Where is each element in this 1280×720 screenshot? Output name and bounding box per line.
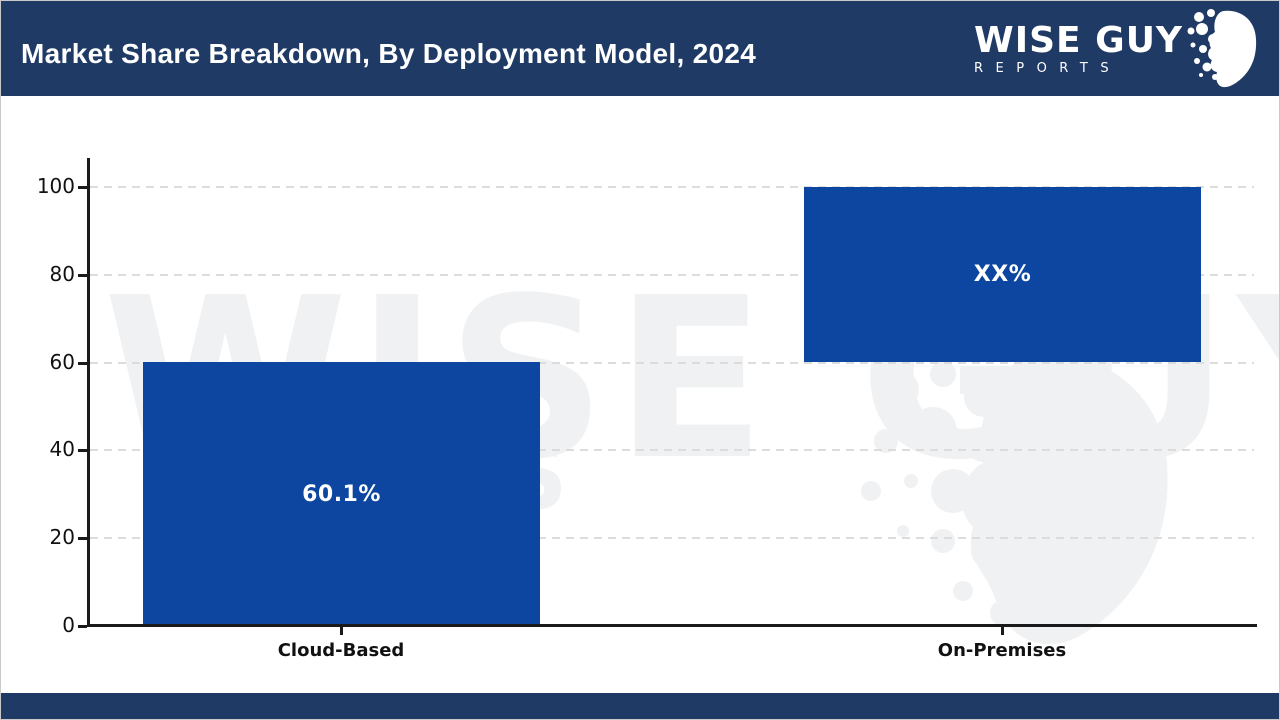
y-tick-label-20: 20 (49, 525, 75, 549)
gridline-80 (90, 274, 1254, 276)
y-tick-label-80: 80 (49, 262, 75, 286)
y-tick-mark-100 (78, 186, 87, 189)
bar-value-label-on-premises: XX% (973, 262, 1032, 287)
x-axis-line (87, 624, 1257, 627)
y-tick-label-0: 0 (62, 613, 75, 637)
wise-guy-reports-logo: WISE GUY REPORTS (973, 8, 1257, 89)
y-axis-line (87, 158, 90, 627)
x-tick-mark-on-premises (1001, 627, 1004, 635)
y-tick-mark-80 (78, 274, 87, 277)
bar-value-label-cloud-based: 60.1% (302, 481, 381, 507)
x-tick-label-cloud-based: Cloud-Based (277, 640, 405, 661)
x-tick-mark-cloud-based (340, 627, 343, 635)
gridline-40 (90, 449, 1254, 451)
y-tick-mark-20 (78, 537, 87, 540)
gridline-60 (90, 362, 1254, 364)
gridline-100 (90, 186, 1254, 188)
footer-bar (1, 693, 1279, 719)
y-tick-mark-0 (78, 625, 87, 628)
logo-subtitle: REPORTS (973, 60, 1122, 76)
y-tick-mark-60 (78, 362, 87, 365)
gridline-20 (90, 537, 1254, 539)
bar-cloud-based: 60.1% (143, 362, 540, 626)
y-tick-label-60: 60 (49, 350, 75, 374)
y-tick-label-40: 40 (49, 437, 75, 461)
chart-title: Market Share Breakdown, By Deployment Mo… (21, 37, 757, 69)
logo-text: WISE GUY REPORTS (973, 19, 1183, 76)
y-tick-label-100: 100 (36, 174, 75, 198)
logo-wordmark: WISE GUY (973, 19, 1183, 61)
header-bar: Market Share Breakdown, By Deployment Mo… (1, 1, 1279, 96)
y-tick-mark-40 (78, 449, 87, 452)
logo-face-icon (1187, 8, 1257, 87)
bar-on-premises: XX% (804, 187, 1201, 362)
x-tick-label-on-premises: On-Premises (937, 640, 1067, 661)
